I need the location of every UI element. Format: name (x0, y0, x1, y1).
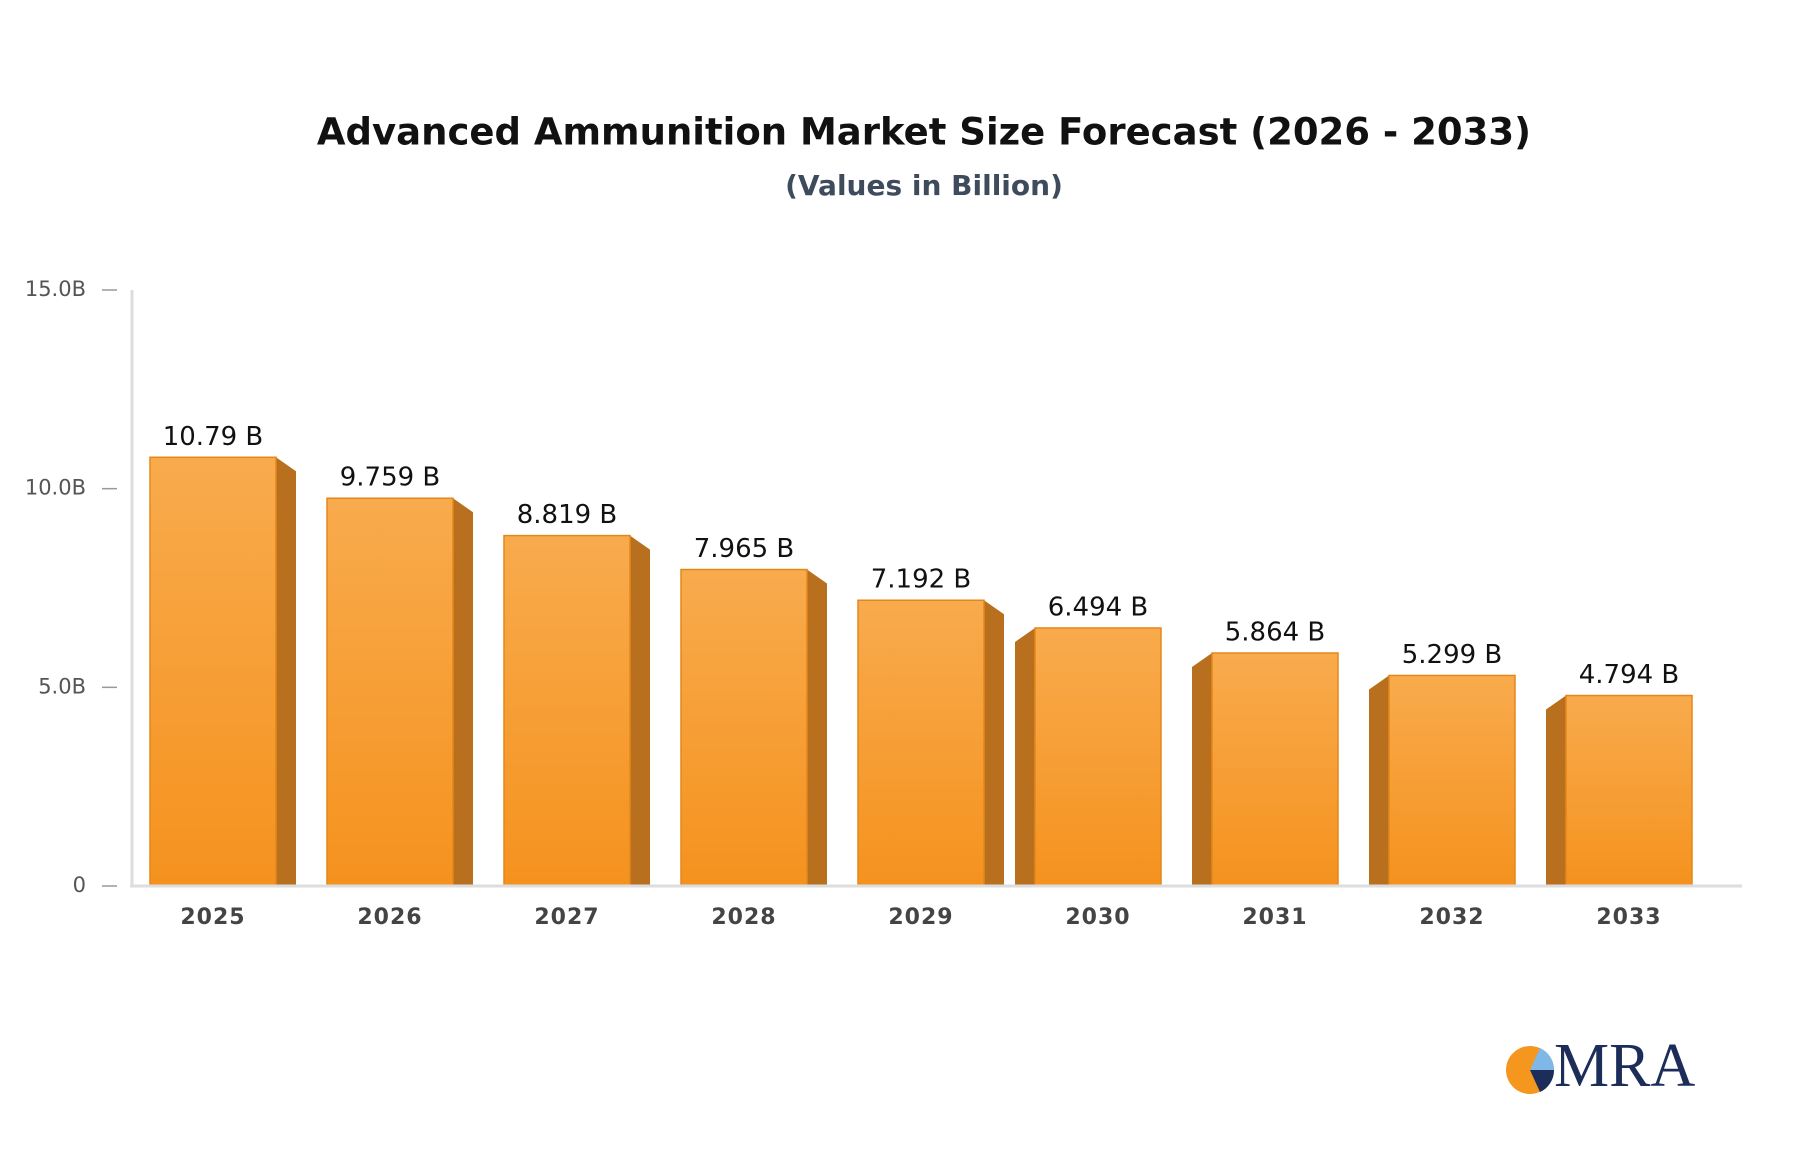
bar (1565, 694, 1693, 887)
value-label: 7.192 B (871, 565, 972, 595)
bar-side (453, 498, 473, 886)
value-label: 5.864 B (1225, 618, 1326, 648)
x-tick-label: 2027 (534, 905, 599, 930)
x-tick-label: 2030 (1065, 905, 1130, 930)
value-label: 6.494 B (1048, 592, 1149, 622)
bar (1211, 652, 1339, 887)
value-label: 10.79 B (163, 422, 264, 452)
y-tick-label: 5.0B (38, 674, 86, 698)
x-tick-label: 2031 (1242, 905, 1307, 930)
x-tick-label: 2028 (711, 905, 776, 930)
bar (503, 534, 631, 887)
chart-title: Advanced Ammunition Market Size Forecast… (317, 111, 1531, 154)
y-tick-label: 0 (73, 873, 86, 897)
bar-side (630, 535, 650, 886)
value-label: 7.965 B (694, 534, 795, 564)
chart-subtitle: (Values in Billion) (785, 169, 1063, 202)
bar-side (1192, 653, 1212, 886)
bar (857, 599, 985, 887)
y-tick-label: 10.0B (25, 476, 86, 500)
logo-wedge (1530, 1070, 1555, 1092)
value-label: 5.299 B (1402, 640, 1503, 670)
bar (326, 497, 454, 887)
bar-side (276, 457, 296, 886)
x-tick-label: 2032 (1419, 905, 1484, 930)
bar (1034, 627, 1162, 887)
value-label: 4.794 B (1579, 660, 1680, 690)
bar (149, 456, 277, 887)
y-tick-label: 15.0B (25, 277, 86, 301)
x-tick-label: 2026 (357, 905, 422, 930)
bar-side (984, 600, 1004, 886)
bar-side (1015, 627, 1035, 886)
x-tick-label: 2025 (180, 905, 245, 930)
bar-side (1369, 675, 1389, 886)
bar-side (807, 569, 827, 886)
bar-side (1546, 695, 1566, 886)
bar (1388, 674, 1516, 887)
bar (680, 568, 808, 887)
x-tick-label: 2033 (1596, 905, 1661, 930)
logo-wedge (1530, 1048, 1555, 1070)
x-tick-label: 2029 (888, 905, 953, 930)
logo-text: MRA (1554, 1032, 1695, 1100)
value-label: 9.759 B (340, 463, 441, 493)
value-label: 8.819 B (517, 500, 618, 530)
logo: MRA (1506, 1032, 1695, 1100)
